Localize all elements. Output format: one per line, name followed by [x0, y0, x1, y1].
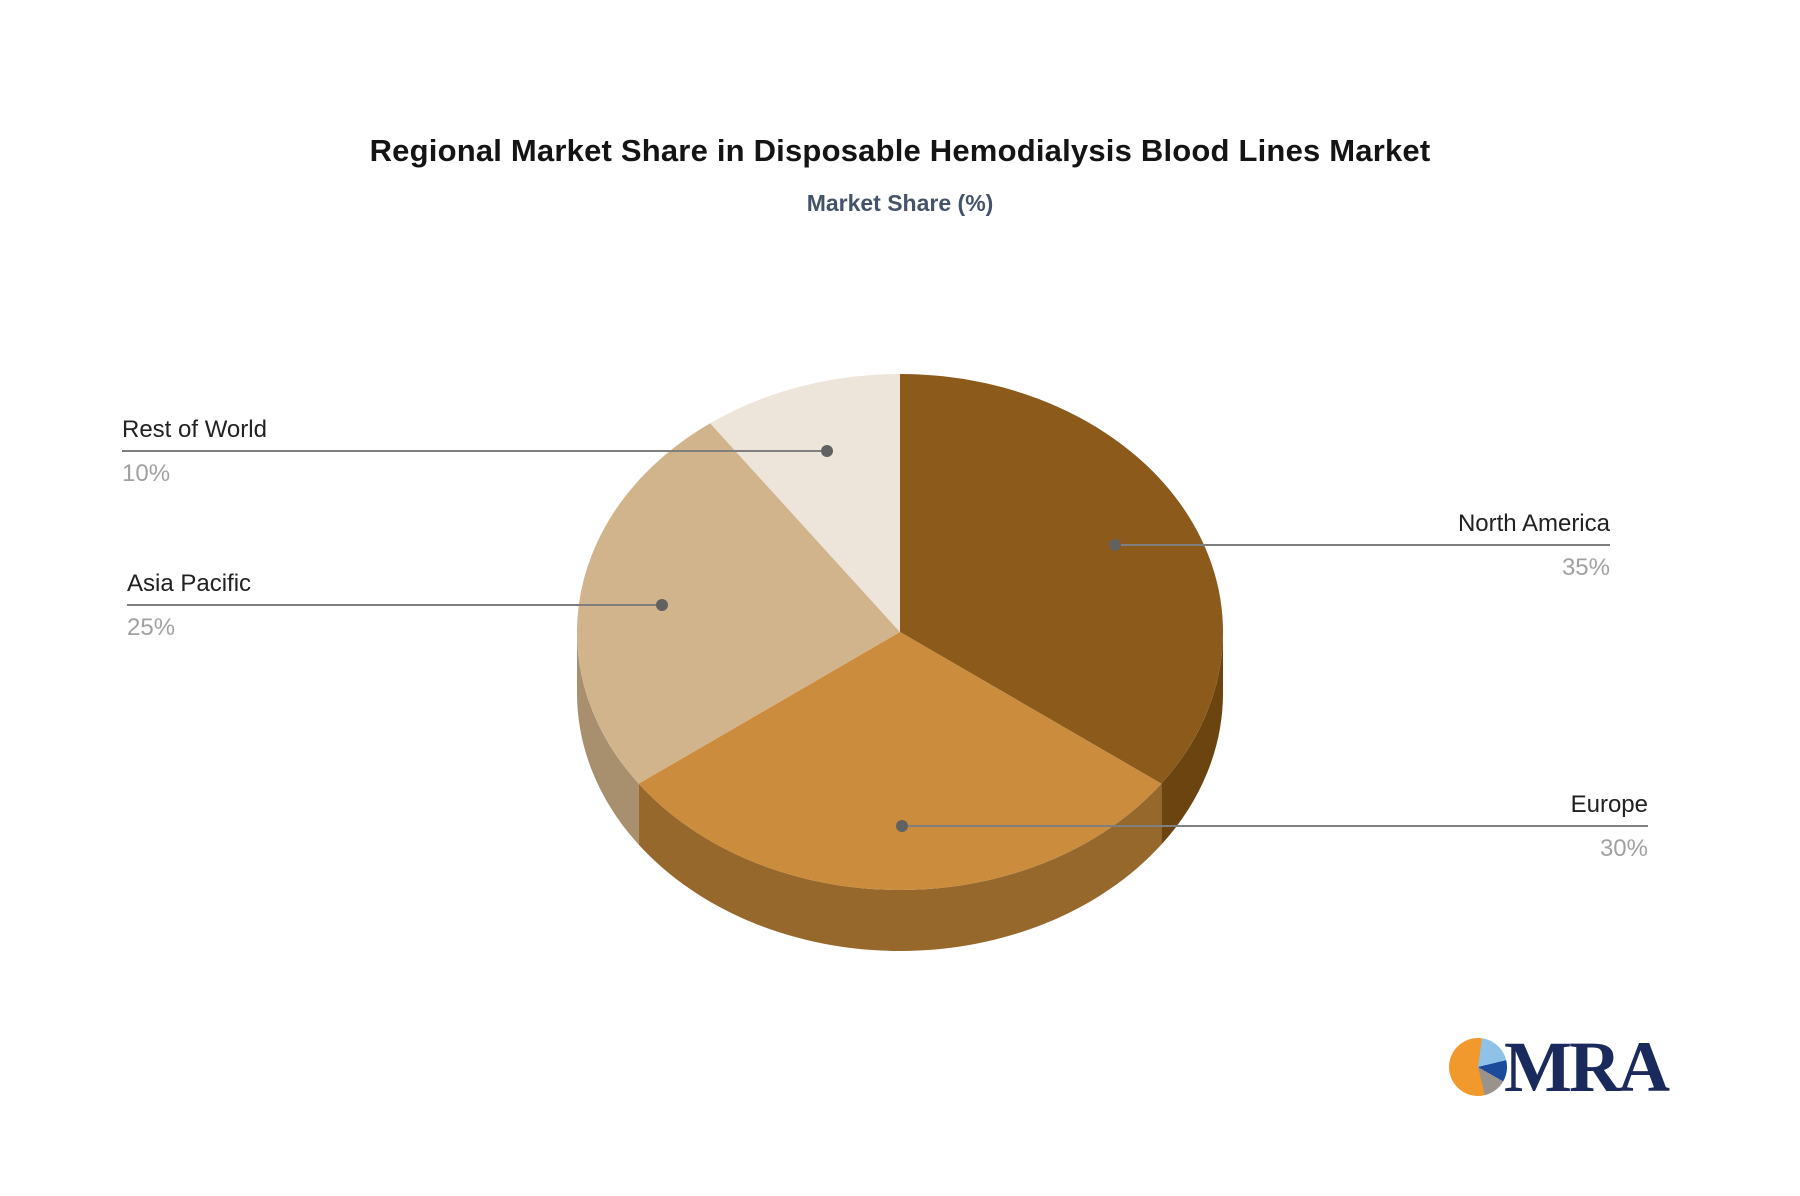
slice-value: 35%	[1561, 554, 1610, 581]
slice-label: North America	[1457, 510, 1610, 537]
pie-slice-rest-of-world[interactable]	[710, 374, 900, 632]
slice-value: 10%	[122, 460, 171, 487]
leader-dot	[656, 599, 668, 611]
leader-line	[127, 599, 668, 611]
mra-logo: MRA	[1449, 1027, 1670, 1107]
leader-dot	[896, 820, 908, 832]
leader-dot	[1109, 539, 1121, 551]
pie-slice-north-america[interactable]	[900, 374, 1223, 784]
leader-line	[122, 445, 833, 457]
slice-value: 30%	[1599, 835, 1648, 862]
slice-label: Asia Pacific	[127, 570, 252, 597]
leader-line	[896, 820, 1648, 832]
slice-label: Europe	[1570, 791, 1648, 818]
chart-title: Regional Market Share in Disposable Hemo…	[369, 133, 1431, 168]
slice-value: 25%	[127, 614, 176, 641]
mra-logo-text: MRA	[1504, 1027, 1670, 1107]
slice-label: Rest of World	[122, 416, 267, 443]
pie-slice-asia-pacific[interactable]	[577, 423, 900, 784]
chart-subtitle: Market Share (%)	[806, 190, 994, 216]
leader-line	[1109, 539, 1610, 551]
pie-slice-side-europe[interactable]	[638, 783, 1162, 951]
leader-dot	[821, 445, 833, 457]
pie-slice-side-asia-pacific[interactable]	[577, 632, 639, 845]
pie-slice-side-north-america[interactable]	[1161, 632, 1223, 845]
mra-logo-pie-icon	[1449, 1038, 1507, 1096]
